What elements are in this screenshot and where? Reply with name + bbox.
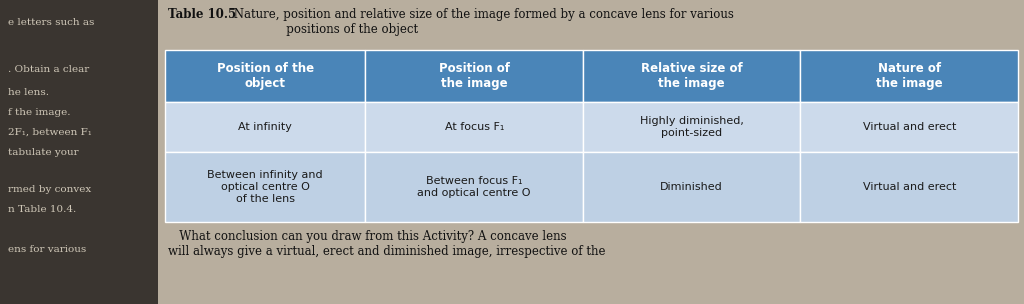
Bar	[583, 102, 801, 152]
Text: 2F₁, between F₁: 2F₁, between F₁	[8, 128, 92, 137]
Bar	[165, 50, 366, 102]
Text: rmed by convex: rmed by convex	[8, 185, 91, 194]
Text: tabulate your: tabulate your	[8, 148, 79, 157]
Bar	[366, 102, 583, 152]
Bar	[366, 152, 583, 222]
Text: Position of the
object: Position of the object	[217, 62, 313, 90]
Text: . Obtain a clear: . Obtain a clear	[8, 65, 89, 74]
Text: Position of
the image: Position of the image	[438, 62, 510, 90]
Text: Between focus F₁
and optical centre O: Between focus F₁ and optical centre O	[418, 176, 531, 198]
Bar	[0, 0, 158, 304]
Text: f the image.: f the image.	[8, 108, 71, 117]
Bar	[583, 50, 801, 102]
Text: Nature, position and relative size of the image formed by a concave lens for var: Nature, position and relative size of th…	[230, 8, 734, 36]
Text: e letters such as: e letters such as	[8, 18, 94, 27]
Bar	[366, 50, 583, 102]
Text: What conclusion can you draw from this Activity? A concave lens
will always give: What conclusion can you draw from this A…	[168, 230, 605, 258]
Text: Virtual and erect: Virtual and erect	[862, 182, 956, 192]
Text: ens for various: ens for various	[8, 245, 86, 254]
Bar	[165, 152, 366, 222]
Text: he lens.: he lens.	[8, 88, 49, 97]
Text: Nature of
the image: Nature of the image	[876, 62, 942, 90]
Text: At focus F₁: At focus F₁	[444, 122, 504, 132]
Text: Highly diminished,
point-sized: Highly diminished, point-sized	[640, 116, 743, 138]
Bar	[801, 152, 1018, 222]
Text: Table 10.5: Table 10.5	[168, 8, 237, 21]
Text: Virtual and erect: Virtual and erect	[862, 122, 956, 132]
Text: Diminished: Diminished	[660, 182, 723, 192]
Text: n Table 10.4.: n Table 10.4.	[8, 205, 76, 214]
Text: Between infinity and
optical centre O
of the lens: Between infinity and optical centre O of…	[208, 171, 323, 204]
Bar	[583, 152, 801, 222]
Text: At infinity: At infinity	[239, 122, 292, 132]
Bar	[801, 102, 1018, 152]
Bar	[801, 50, 1018, 102]
Bar	[165, 102, 366, 152]
Text: Relative size of
the image: Relative size of the image	[641, 62, 742, 90]
